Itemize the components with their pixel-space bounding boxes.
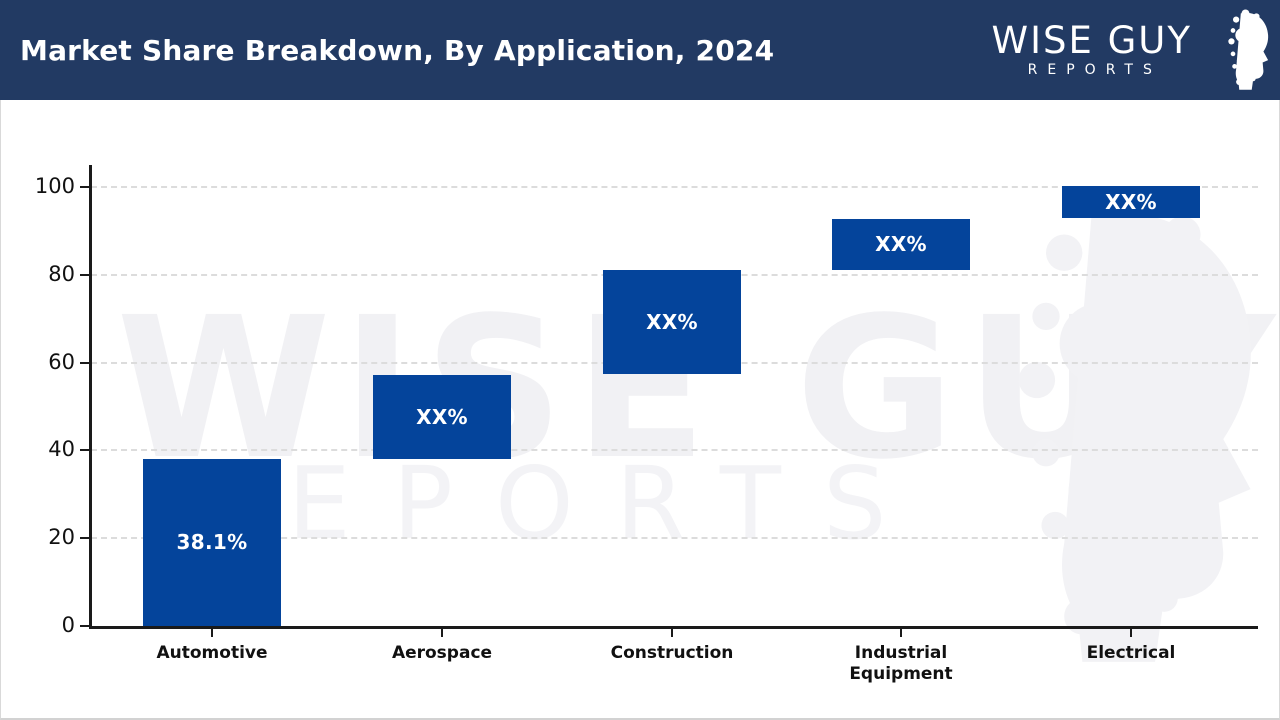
bar-construction: XX% (603, 270, 741, 374)
y-tickmark-20 (80, 537, 89, 540)
y-tick-label-80: 80 (48, 261, 75, 286)
bar-value-label-construction: XX% (646, 309, 698, 334)
watermark-face-icon (1018, 193, 1251, 662)
y-axis-line (89, 165, 92, 629)
y-tickmark-80 (80, 273, 89, 276)
bar-electrical: XX% (1062, 186, 1200, 218)
bar-value-label-aerospace: XX% (416, 404, 468, 429)
x-tickmark-automotive (211, 628, 213, 637)
bar-industrial-equipment: XX% (832, 218, 970, 271)
y-tickmark-100 (80, 186, 89, 188)
chart-canvas: WISE GUY REPORTS 0 20 40 60 80 100 38.1% Automo… (0, 100, 1280, 720)
watermark-wordmark-sub: REPORTS (176, 445, 929, 562)
logo-wordmark-main: WISE GUY (991, 18, 1192, 62)
x-category-label-line: Aerospace (391, 643, 493, 663)
x-category-label-line: Electrical (1086, 643, 1176, 663)
chart-title: Market Share Breakdown, By Application, … (20, 33, 775, 67)
x-tickmark-aerospace (441, 628, 443, 637)
x-tickmark-industrial-equipment (900, 628, 902, 637)
y-tick-label-40: 40 (48, 437, 75, 462)
x-tickmark-construction (671, 628, 673, 637)
bar-value-label-industrial-equipment: XX% (875, 232, 927, 257)
y-tick-label-60: 60 (48, 349, 75, 374)
x-category-label-industrial-equipment: Industrial Equipment (791, 643, 1011, 686)
x-category-label-construction: Construction (562, 643, 782, 664)
x-tickmark-electrical (1130, 628, 1132, 637)
gridline-100 (91, 186, 1258, 188)
logo-face-icon (1228, 9, 1269, 90)
y-tickmark-40 (80, 449, 89, 452)
x-category-label-electrical: Electrical (1021, 643, 1241, 664)
header: Market Share Breakdown, By Application, … (0, 0, 1280, 100)
gridline-40 (91, 449, 1258, 452)
bar-automotive: 38.1% (143, 458, 281, 626)
x-category-label-automotive: Automotive (102, 643, 322, 664)
bar-value-label-electrical: XX% (1105, 189, 1157, 214)
y-tickmark-60 (80, 361, 89, 364)
bar-aerospace: XX% (373, 374, 511, 459)
y-tick-label-20: 20 (48, 525, 75, 550)
bar-value-label-automotive: 38.1% (176, 530, 248, 555)
y-tick-label-0: 0 (61, 613, 75, 637)
y-tick-label-100: 100 (34, 174, 75, 198)
x-category-label-line: Industrial (854, 643, 948, 663)
x-axis-line (89, 626, 1258, 629)
logo-wordmark-sub: REPORTS (1027, 62, 1162, 79)
gridline-20 (91, 537, 1258, 540)
x-category-label-line: Equipment (849, 664, 953, 685)
wise-guy-logo: WISE GUY REPORTS (992, 4, 1272, 96)
plot-area: 0 20 40 60 80 100 38.1% Automotive XX% Aerospace X… (1, 100, 1279, 718)
x-category-label-line: Automotive (156, 643, 268, 663)
x-category-label-line: Construction (610, 643, 734, 663)
x-category-label-aerospace: Aerospace (332, 643, 552, 664)
logo-wordmark: WISE GUY REPORTS (991, 18, 1192, 79)
y-tickmark-0 (80, 625, 89, 627)
